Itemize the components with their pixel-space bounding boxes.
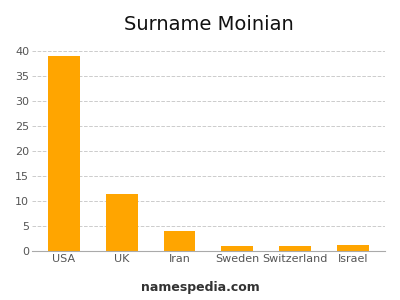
Bar <box>279 246 311 251</box>
Bar <box>106 194 138 251</box>
Bar <box>222 246 253 251</box>
Text: namespedia.com: namespedia.com <box>141 281 259 294</box>
Bar <box>164 231 196 251</box>
Bar <box>48 56 80 251</box>
Bar <box>337 245 369 251</box>
Title: Surname Moinian: Surname Moinian <box>124 15 293 34</box>
